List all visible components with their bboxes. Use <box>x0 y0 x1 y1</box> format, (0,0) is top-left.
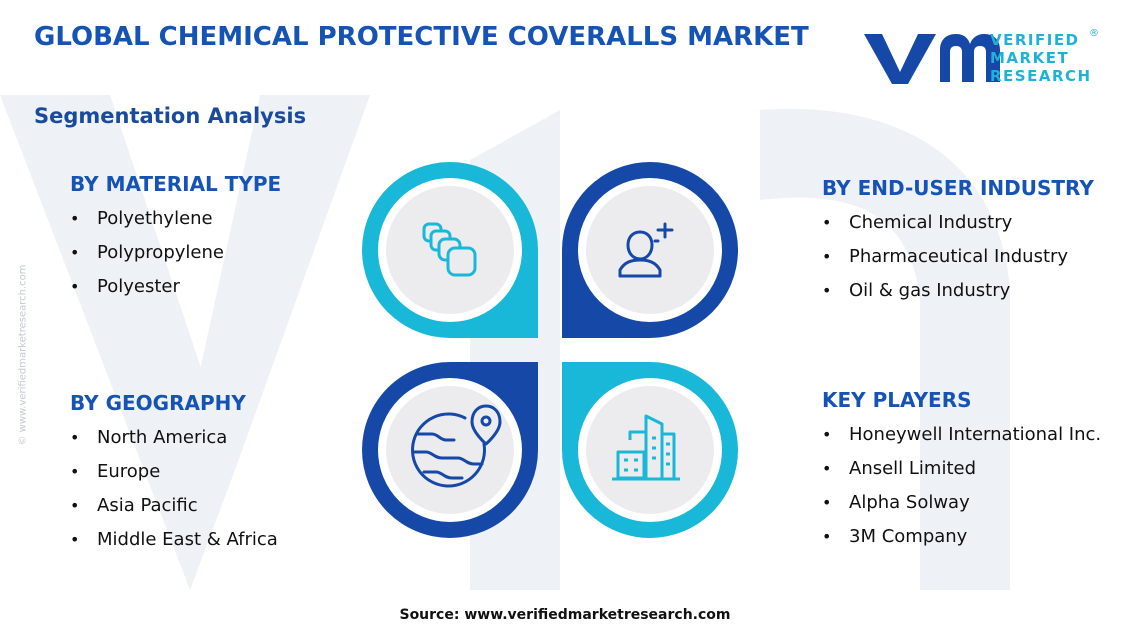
user-person-icon <box>618 222 674 278</box>
petal-material-type <box>362 162 538 338</box>
segment-heading: BY MATERIAL TYPE <box>70 172 282 196</box>
segment-heading: BY GEOGRAPHY <box>70 391 246 415</box>
list-item: Europe <box>70 455 278 489</box>
page-title: GLOBAL CHEMICAL PROTECTIVE COVERALLS MAR… <box>34 22 809 52</box>
list-item: Chemical Industry <box>822 206 1094 240</box>
logo-line-1: VERIFIED <box>990 31 1080 49</box>
list-item: Honeywell International Inc. <box>822 418 1101 452</box>
list-item: Polyester <box>70 270 281 304</box>
segment-heading: BY END-USER INDUSTRY <box>822 176 1094 200</box>
list-item: 3M Company <box>822 520 1101 554</box>
petal-key-players <box>562 362 738 538</box>
list-item: Middle East & Africa <box>70 523 278 557</box>
list-item: North America <box>70 421 278 455</box>
list-item: Pharmaceutical Industry <box>822 240 1094 274</box>
logo-wordmark: VERIFIED MARKET RESEARCH <box>990 31 1092 85</box>
list-item: Ansell Limited <box>822 452 1101 486</box>
side-watermark-text: © www.verifiedmarketresearch.com <box>17 264 29 446</box>
petal-end-user-industry <box>562 162 738 338</box>
segment-key-players: KEY PLAYERS Honeywell International Inc.… <box>822 388 1101 554</box>
material-layers-icon <box>422 222 477 277</box>
segment-end-user-industry: BY END-USER INDUSTRY Chemical Industry P… <box>822 176 1094 308</box>
logo-line-2: MARKET <box>990 49 1070 67</box>
logo-line-3: RESEARCH <box>990 67 1092 85</box>
page-subtitle: Segmentation Analysis <box>34 104 307 128</box>
list-item: Polypropylene <box>70 236 281 270</box>
petal-geography <box>362 362 538 538</box>
segment-list: Chemical Industry Pharmaceutical Industr… <box>822 206 1094 308</box>
source-footer: Source: www.verifiedmarketresearch.com <box>399 607 731 623</box>
vmr-logo-icon <box>864 34 1000 84</box>
list-item: Alpha Solway <box>822 486 1101 520</box>
segment-list: Honeywell International Inc. Ansell Limi… <box>822 418 1101 554</box>
buildings-icon <box>612 414 680 481</box>
list-item: Polyethylene <box>70 202 281 236</box>
segment-geography: BY GEOGRAPHY North America Europe Asia P… <box>70 391 278 557</box>
segment-list: North America Europe Asia Pacific Middle… <box>70 421 278 557</box>
list-item: Oil & gas Industry <box>822 274 1094 308</box>
segment-list: Polyethylene Polypropylene Polyester <box>70 202 281 304</box>
registered-mark: ® <box>1089 28 1099 39</box>
segmentation-diagram <box>362 162 738 538</box>
segment-heading: KEY PLAYERS <box>822 388 972 412</box>
globe-location-icon <box>411 404 502 488</box>
list-item: Asia Pacific <box>70 489 278 523</box>
segment-material-type: BY MATERIAL TYPE Polyethylene Polypropyl… <box>70 172 281 304</box>
